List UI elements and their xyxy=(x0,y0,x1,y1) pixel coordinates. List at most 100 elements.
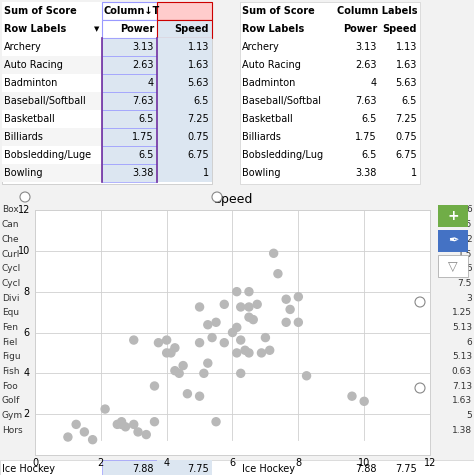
Bar xyxy=(438,255,468,277)
Text: Divi: Divi xyxy=(2,294,19,303)
Bar xyxy=(102,128,157,146)
Text: 6: 6 xyxy=(229,458,236,468)
Text: 3.38: 3.38 xyxy=(356,168,377,178)
Text: 6: 6 xyxy=(466,206,472,215)
Circle shape xyxy=(237,336,245,344)
Text: Column Labels: Column Labels xyxy=(337,6,418,16)
Circle shape xyxy=(212,192,222,202)
Text: 1.25: 1.25 xyxy=(452,308,472,317)
Circle shape xyxy=(183,390,191,398)
Text: 4: 4 xyxy=(164,458,170,468)
Text: 2.63: 2.63 xyxy=(133,60,154,70)
Text: 6.5: 6.5 xyxy=(401,96,417,106)
Text: 7.25: 7.25 xyxy=(395,114,417,124)
Circle shape xyxy=(121,423,129,431)
Text: 1.13: 1.13 xyxy=(396,42,417,52)
Bar xyxy=(2,38,102,56)
Text: Golf: Golf xyxy=(2,397,20,406)
Text: 3.5: 3.5 xyxy=(457,220,472,229)
Text: 4: 4 xyxy=(24,368,30,378)
Text: 10: 10 xyxy=(358,458,370,468)
Bar xyxy=(157,56,212,74)
Circle shape xyxy=(196,392,204,400)
Bar xyxy=(240,2,420,184)
Circle shape xyxy=(196,339,204,347)
Circle shape xyxy=(212,318,220,326)
Circle shape xyxy=(130,336,138,344)
Text: Billiards: Billiards xyxy=(4,132,43,142)
Bar xyxy=(2,2,212,184)
Bar xyxy=(102,460,157,475)
Text: 6.5: 6.5 xyxy=(362,150,377,160)
Bar xyxy=(102,74,157,92)
Circle shape xyxy=(200,370,208,377)
Bar xyxy=(2,146,102,164)
Text: 1.63: 1.63 xyxy=(452,397,472,406)
Text: Auto Racing: Auto Racing xyxy=(4,60,63,70)
Circle shape xyxy=(237,370,245,377)
Text: Column↓T: Column↓T xyxy=(104,6,160,16)
Text: 2: 2 xyxy=(98,458,104,468)
Bar xyxy=(157,146,212,164)
Bar xyxy=(102,56,157,74)
Circle shape xyxy=(233,288,241,295)
Circle shape xyxy=(155,339,163,347)
Circle shape xyxy=(220,300,228,308)
Bar xyxy=(157,74,212,92)
Circle shape xyxy=(245,303,253,311)
Text: Cycl: Cycl xyxy=(2,279,21,288)
Bar xyxy=(157,164,212,182)
Text: 5.13: 5.13 xyxy=(452,352,472,361)
Bar xyxy=(157,460,212,475)
Circle shape xyxy=(171,367,179,375)
Text: Bowling: Bowling xyxy=(242,168,281,178)
Text: Equ: Equ xyxy=(2,308,19,317)
Text: Che: Che xyxy=(2,235,19,244)
Text: 3: 3 xyxy=(466,294,472,303)
Text: Baseball/Softball: Baseball/Softball xyxy=(4,96,86,106)
Text: 6.5: 6.5 xyxy=(362,114,377,124)
Text: Can: Can xyxy=(2,220,19,229)
Circle shape xyxy=(286,305,294,314)
Bar xyxy=(102,20,157,38)
Text: 2: 2 xyxy=(24,409,30,419)
Circle shape xyxy=(360,397,368,405)
Bar xyxy=(102,146,157,164)
Bar xyxy=(157,20,212,38)
Circle shape xyxy=(245,313,253,321)
Text: 1.63: 1.63 xyxy=(396,60,417,70)
Text: Figu: Figu xyxy=(2,352,21,361)
Text: Archery: Archery xyxy=(4,42,42,52)
Circle shape xyxy=(415,383,425,393)
Text: Archery: Archery xyxy=(242,42,280,52)
Bar xyxy=(35,210,430,455)
Text: 6: 6 xyxy=(466,338,472,347)
Text: 12: 12 xyxy=(424,458,436,468)
Text: 0.75: 0.75 xyxy=(395,132,417,142)
Bar xyxy=(2,74,102,92)
Text: 3.13: 3.13 xyxy=(133,42,154,52)
Circle shape xyxy=(241,346,249,354)
Bar xyxy=(102,38,157,56)
Text: 1: 1 xyxy=(411,168,417,178)
Circle shape xyxy=(196,303,204,311)
Circle shape xyxy=(101,405,109,413)
Text: 7.63: 7.63 xyxy=(356,96,377,106)
Text: 6.75: 6.75 xyxy=(187,150,209,160)
Text: 6: 6 xyxy=(24,327,30,338)
Text: Bobsledding/Luge: Bobsledding/Luge xyxy=(4,150,91,160)
Text: 8: 8 xyxy=(24,287,30,297)
Circle shape xyxy=(175,370,183,377)
Bar xyxy=(2,110,102,128)
Circle shape xyxy=(212,418,220,426)
Text: Bowling: Bowling xyxy=(4,168,43,178)
Circle shape xyxy=(237,303,245,311)
Bar xyxy=(0,460,474,475)
Circle shape xyxy=(348,392,356,400)
Text: 6.5: 6.5 xyxy=(138,150,154,160)
Circle shape xyxy=(163,349,171,357)
Circle shape xyxy=(150,382,158,390)
Text: Hors: Hors xyxy=(2,426,23,435)
Text: 4: 4 xyxy=(148,78,154,88)
Text: 1.75: 1.75 xyxy=(132,132,154,142)
